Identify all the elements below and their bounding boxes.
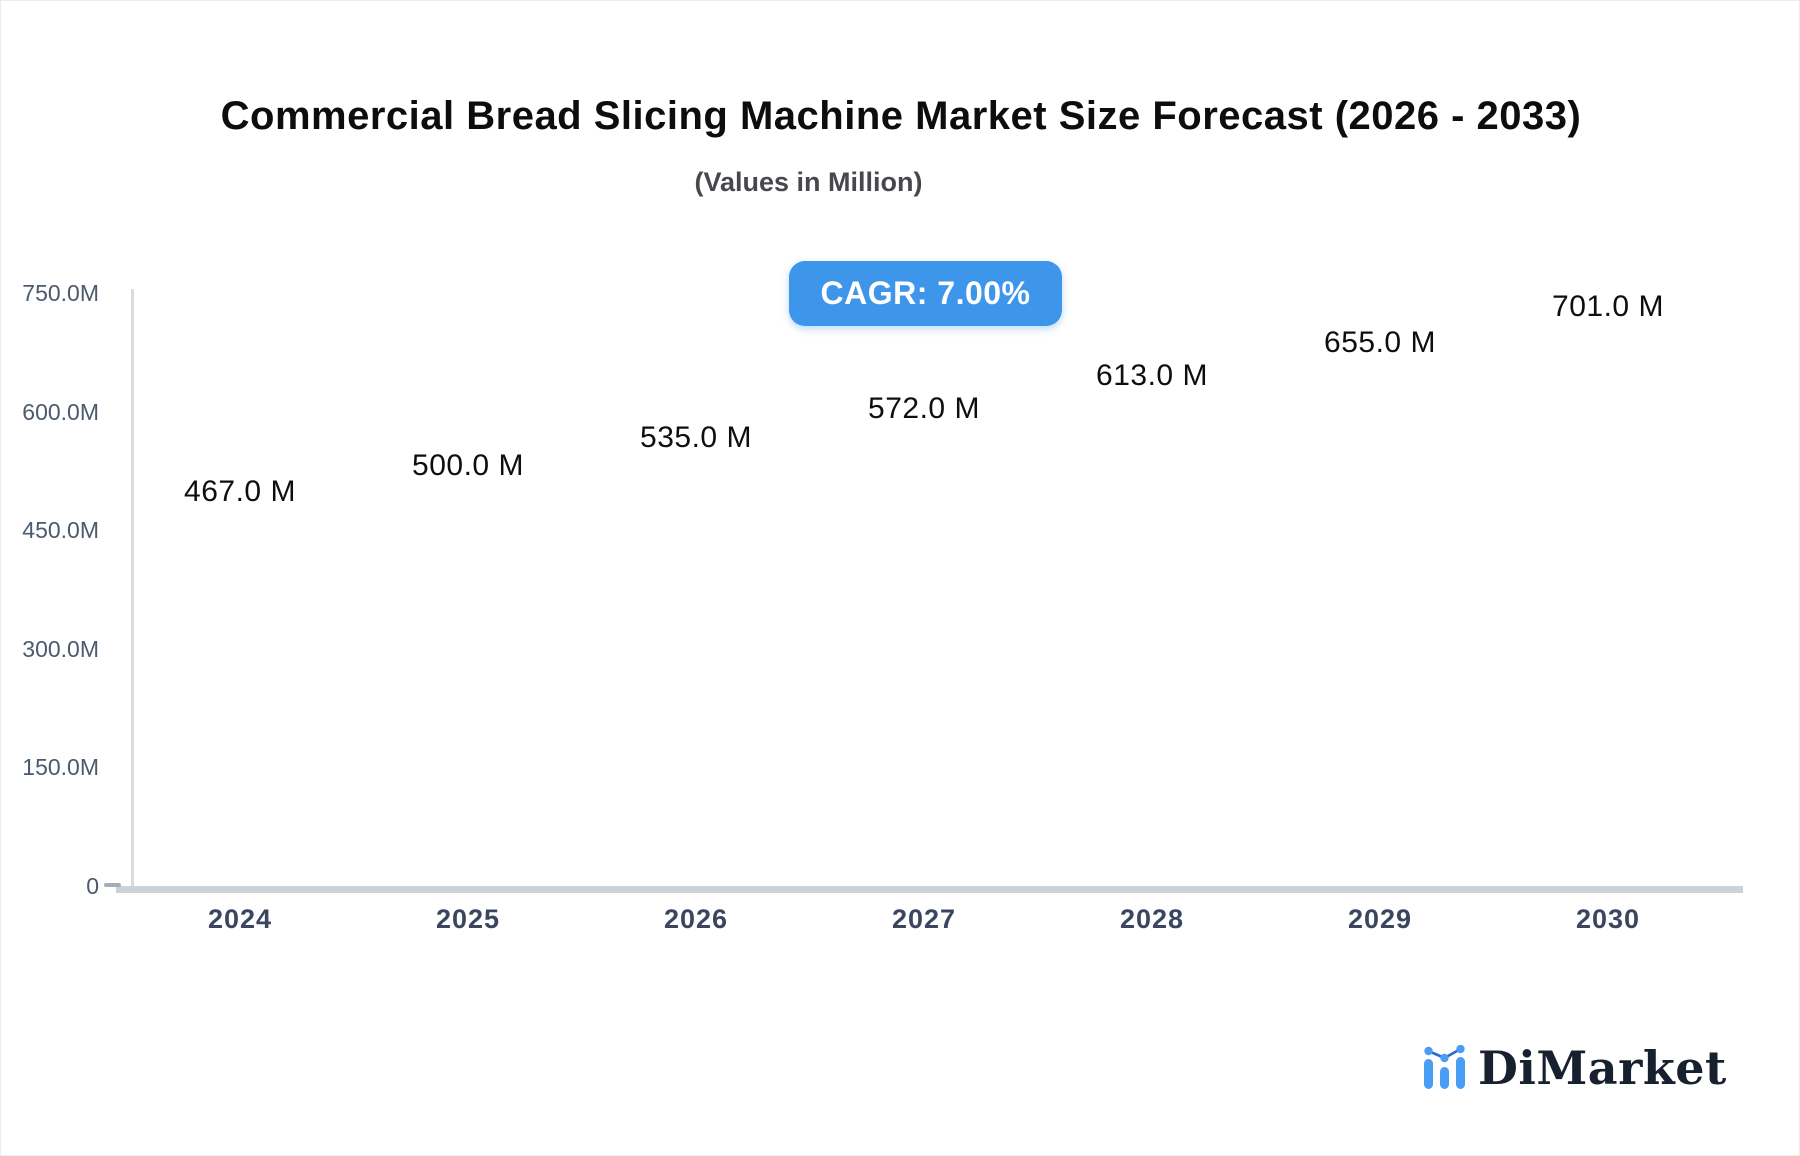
x-axis-category-label: 2027: [891, 904, 957, 934]
bar-value-label: 467.0 M: [184, 475, 296, 508]
y-axis-tick-label: 150.0M: [22, 754, 99, 781]
x-axis-category-label: 2028: [1119, 904, 1185, 934]
y-axis-tick-label: 450.0M: [22, 517, 99, 544]
bar-value-label: 701.0 M: [1552, 290, 1664, 323]
cagr-badge: CAGR: 7.00%: [789, 261, 1062, 326]
x-axis-category-label: 2026: [663, 904, 729, 934]
bar-value-label: 500.0 M: [412, 449, 524, 482]
x-axis-category-label: 2029: [1347, 904, 1413, 934]
bar-value-label: 655.0 M: [1324, 326, 1436, 359]
y-axis-line: [131, 289, 134, 890]
chart-subtitle: (Values in Million): [694, 167, 923, 197]
x-axis-category-label: 2030: [1575, 904, 1641, 934]
chart-title: Commercial Bread Slicing Machine Market …: [220, 94, 1582, 138]
brand-logo: DiMarket: [1423, 1043, 1727, 1091]
brand-chart-icon: [1424, 1045, 1465, 1089]
x-axis-floor: [116, 886, 1743, 893]
cagr-badge-label: CAGR: 7.00%: [820, 275, 1031, 311]
zero-tick-mark: [104, 883, 121, 887]
brand-name: DiMarket: [1478, 1041, 1727, 1096]
x-axis-category-label: 2025: [435, 904, 501, 934]
y-axis-tick-label: 750.0M: [22, 280, 99, 306]
y-axis-tick-label: 0: [86, 873, 99, 899]
y-axis-tick-label: 300.0M: [22, 635, 99, 662]
x-axis-category-label: 2024: [207, 904, 273, 934]
bar-value-label: 535.0 M: [640, 421, 752, 454]
bar-value-label: 613.0 M: [1096, 359, 1208, 392]
y-axis-tick-label: 600.0M: [22, 398, 99, 425]
bar-value-label: 572.0 M: [868, 392, 980, 425]
